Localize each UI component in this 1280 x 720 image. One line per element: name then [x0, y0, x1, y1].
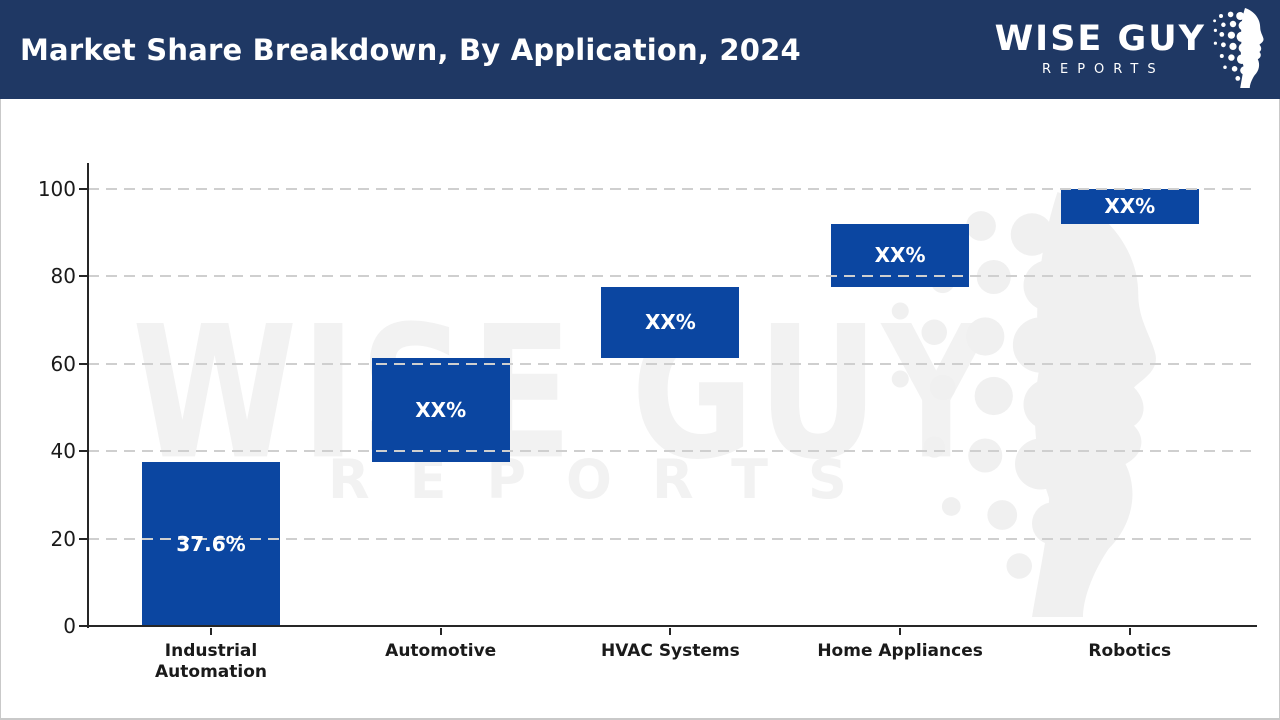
- x-tick-mark: [669, 628, 672, 635]
- brand-logo-text: WISE GUY REPORTS: [995, 19, 1206, 78]
- y-tick-mark: [79, 275, 87, 278]
- header-bar: Market Share Breakdown, By Application, …: [0, 0, 1280, 99]
- bar-robotics: [1060, 188, 1199, 225]
- y-tick-label: 60: [50, 351, 76, 376]
- gridline-40: [88, 450, 1256, 453]
- x-tick-mark: [899, 628, 902, 635]
- y-tick-mark: [79, 187, 87, 190]
- bar-value-label-home-appliances: XX%: [874, 243, 926, 268]
- y-axis-line: [87, 163, 89, 628]
- y-tick-mark: [79, 450, 87, 453]
- gridline-20: [88, 537, 1256, 540]
- gridline-100: [88, 187, 1256, 190]
- x-tick-mark: [210, 628, 212, 635]
- x-axis-line: [87, 625, 1257, 627]
- y-tick-label: 100: [37, 176, 76, 201]
- x-tick-mark: [1128, 628, 1131, 635]
- brand-logo-subtitle: REPORTS: [1041, 61, 1165, 77]
- y-tick-mark: [79, 625, 87, 627]
- x-tick-mark: [439, 628, 442, 635]
- x-tick-label-hvac-systems: HVAC Systems: [601, 641, 740, 661]
- bar-industrial-automation: [142, 461, 280, 626]
- x-tick-label-home-appliances: Home Appliances: [817, 641, 983, 661]
- bar-hvac-systems: [601, 286, 740, 359]
- brand-logo-head-icon: [1213, 8, 1264, 88]
- bar-value-label-hvac-systems: XX%: [644, 310, 696, 335]
- y-tick-label: 40: [50, 439, 76, 464]
- y-tick-label: 0: [63, 614, 76, 638]
- bar-value-label-industrial-automation: 37.6%: [176, 531, 246, 556]
- y-tick-mark: [79, 362, 87, 365]
- x-tick-label-industrial-automation: Industrial Automation: [155, 641, 267, 682]
- bar-value-label-robotics: XX%: [1104, 194, 1156, 219]
- brand-logo-name: WISE GUY: [994, 18, 1206, 59]
- y-tick-label: 80: [50, 264, 76, 289]
- chart-title: Market Share Breakdown, By Application, …: [20, 32, 801, 67]
- gridline-80: [88, 275, 1256, 278]
- x-tick-label-automotive: Automotive: [385, 641, 497, 661]
- bar-value-label-automotive: XX%: [415, 397, 467, 422]
- brand-logo: WISE GUY REPORTS: [995, 8, 1266, 88]
- gridline-60: [88, 362, 1256, 365]
- y-tick-label: 20: [50, 526, 76, 551]
- bar-automotive: [371, 358, 510, 462]
- y-tick-mark: [79, 537, 87, 540]
- x-tick-label-robotics: Robotics: [1088, 641, 1172, 661]
